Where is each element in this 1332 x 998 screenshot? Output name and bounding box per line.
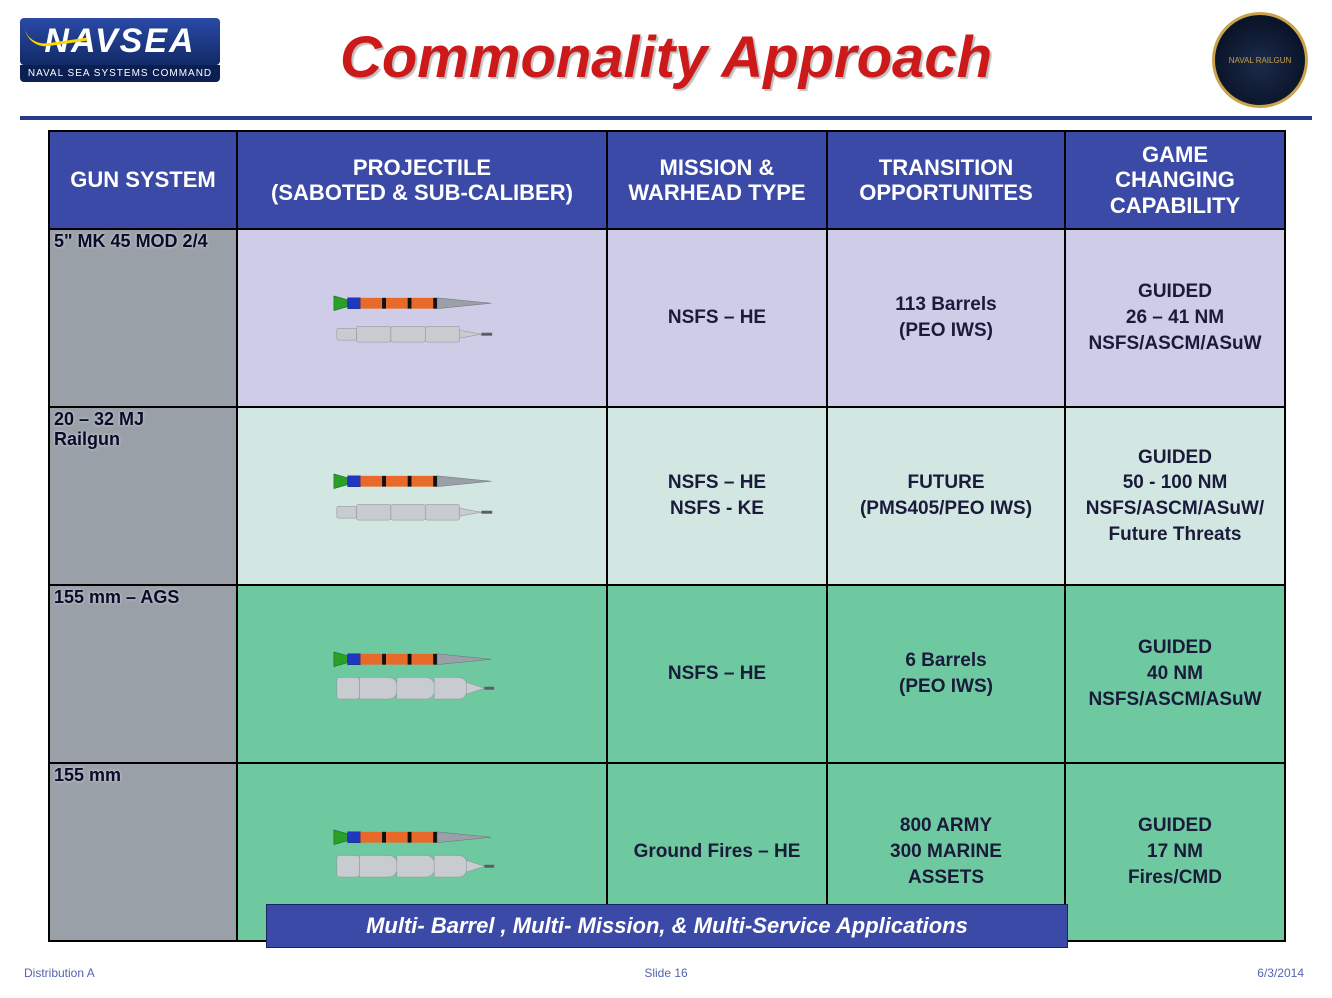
- footer-bar: Multi- Barrel , Multi- Mission, & Multi-…: [266, 904, 1068, 948]
- transition-cell: 113 Barrels(PEO IWS): [827, 229, 1065, 407]
- projectile-diagram: [250, 823, 594, 881]
- commonality-table: GUN SYSTEM PROJECTILE(SABOTED & SUB-CALI…: [48, 130, 1286, 942]
- col-mission: MISSION &WARHEAD TYPE: [607, 131, 827, 229]
- gun-system-label: 155 mm – AGS: [54, 588, 179, 608]
- railgun-badge-icon: NAVAL RAILGUN: [1212, 12, 1308, 108]
- capability-cell: GUIDED50 - 100 NMNSFS/ASCM/ASuW/Future T…: [1065, 407, 1285, 585]
- gun-system-label: 155 mm: [54, 766, 121, 786]
- capability-cell: GUIDED26 – 41 NMNSFS/ASCM/ASuW: [1065, 229, 1285, 407]
- gun-system-cell: 155 mm – AGS: [49, 585, 237, 763]
- slide-number: Slide 16: [0, 966, 1332, 980]
- gun-system-cell: 5" MK 45 MOD 2/4: [49, 229, 237, 407]
- header-divider: [20, 116, 1312, 120]
- transition-cell: 6 Barrels(PEO IWS): [827, 585, 1065, 763]
- mission-cell: NSFS – HENSFS - KE: [607, 407, 827, 585]
- gun-system-label: 20 – 32 MJRailgun: [54, 410, 144, 450]
- projectile-diagram: [250, 289, 594, 347]
- table-header-row: GUN SYSTEM PROJECTILE(SABOTED & SUB-CALI…: [49, 131, 1285, 229]
- gun-system-cell: 155 mm: [49, 763, 237, 941]
- projectile-diagram: [250, 645, 594, 703]
- gun-system-cell: 20 – 32 MJRailgun: [49, 407, 237, 585]
- page-title: Commonality Approach: [0, 24, 1332, 91]
- transition-cell: FUTURE(PMS405/PEO IWS): [827, 407, 1065, 585]
- table-row: 20 – 32 MJRailgun NSFS – HENSFS -: [49, 407, 1285, 585]
- mission-cell: NSFS – HE: [607, 585, 827, 763]
- capability-cell: GUIDED40 NMNSFS/ASCM/ASuW: [1065, 585, 1285, 763]
- col-transition: TRANSITIONOPPORTUNITES: [827, 131, 1065, 229]
- projectile-cell: [237, 585, 607, 763]
- projectile-diagram: [250, 467, 594, 525]
- table-row: 5" MK 45 MOD 2/4 NSFS – HE113 Barr: [49, 229, 1285, 407]
- capability-cell: GUIDED17 NMFires/CMD: [1065, 763, 1285, 941]
- col-capability: GAMECHANGINGCAPABILITY: [1065, 131, 1285, 229]
- railgun-badge-label: NAVAL RAILGUN: [1229, 56, 1292, 65]
- slide-date: 6/3/2014: [1257, 966, 1304, 980]
- gun-system-label: 5" MK 45 MOD 2/4: [54, 232, 208, 252]
- footer-bar-text: Multi- Barrel , Multi- Mission, & Multi-…: [366, 913, 968, 938]
- table-row: 155 mm – AGS NSFS – HE6 Barrels(PE: [49, 585, 1285, 763]
- col-projectile: PROJECTILE(SABOTED & SUB-CALIBER): [237, 131, 607, 229]
- projectile-cell: [237, 407, 607, 585]
- projectile-cell: [237, 229, 607, 407]
- mission-cell: NSFS – HE: [607, 229, 827, 407]
- col-gun-system: GUN SYSTEM: [49, 131, 237, 229]
